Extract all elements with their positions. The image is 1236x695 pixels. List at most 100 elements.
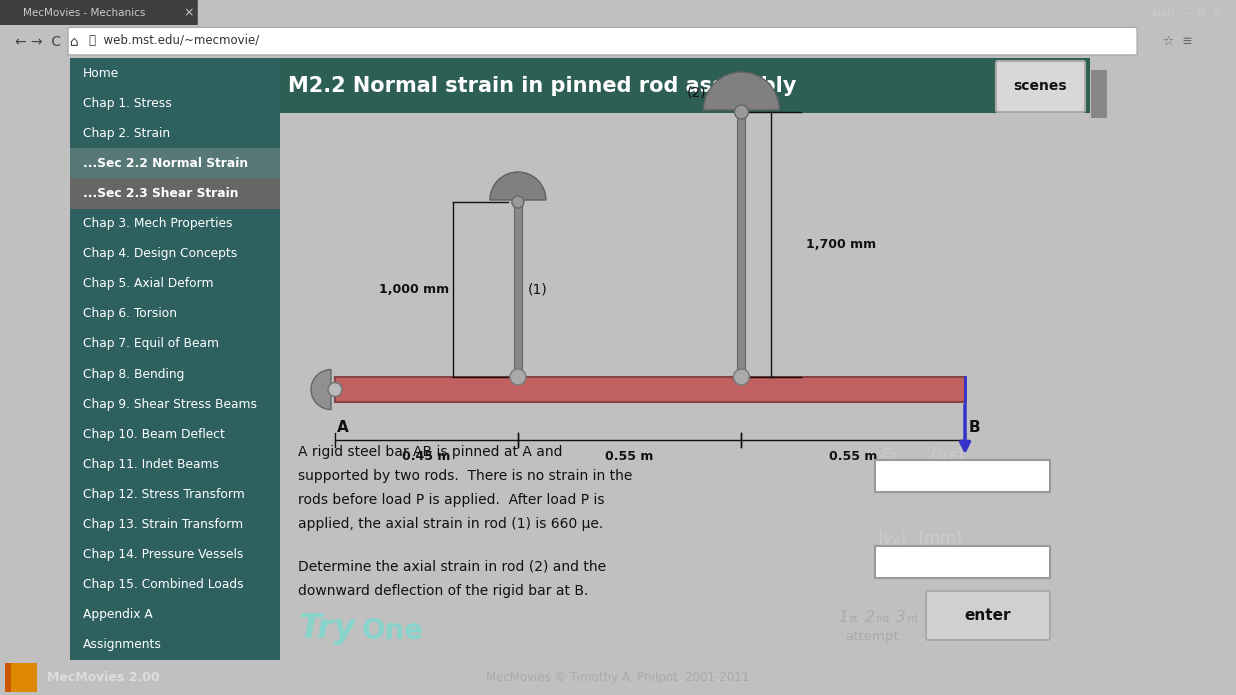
Text: $(\mu\varepsilon)$: $(\mu\varepsilon)$: [929, 445, 963, 467]
Text: Chap 13. Strain Transform: Chap 13. Strain Transform: [83, 518, 242, 531]
Text: Determine the axial strain in rod (2) and the: Determine the axial strain in rod (2) an…: [298, 560, 606, 574]
Text: (1): (1): [528, 282, 548, 297]
Bar: [281, 58, 1090, 113]
Bar: [70, 208, 281, 238]
Circle shape: [328, 382, 342, 397]
Circle shape: [733, 369, 749, 385]
Text: attempt: attempt: [845, 630, 899, 643]
Text: Juan  —  ⊡  ×: Juan — ⊡ ×: [1151, 8, 1221, 17]
Text: P: P: [971, 460, 983, 475]
Bar: [6, 663, 37, 692]
Text: B: B: [969, 420, 980, 435]
Text: A rigid steel bar AB is pinned at A and: A rigid steel bar AB is pinned at A and: [298, 445, 562, 459]
Circle shape: [734, 105, 749, 119]
Bar: [70, 480, 281, 509]
Text: ...Sec 2.3 Shear Strain: ...Sec 2.3 Shear Strain: [83, 187, 239, 200]
FancyBboxPatch shape: [68, 27, 1137, 55]
Text: 3: 3: [896, 610, 906, 625]
Text: Chap 7. Equil of Beam: Chap 7. Equil of Beam: [83, 338, 219, 350]
Text: Chap 9. Shear Stress Beams: Chap 9. Shear Stress Beams: [83, 398, 257, 411]
FancyBboxPatch shape: [996, 61, 1085, 112]
Wedge shape: [311, 370, 331, 409]
Text: nd: nd: [876, 614, 889, 624]
Text: Chap 10. Beam Deflect: Chap 10. Beam Deflect: [83, 427, 225, 441]
Text: rd: rd: [907, 614, 918, 624]
Text: ← →  C  ⌂: ← → C ⌂: [15, 35, 78, 49]
Text: scenes: scenes: [1014, 79, 1067, 93]
Bar: [70, 148, 281, 179]
Bar: [738, 112, 745, 377]
Text: 0.45 m: 0.45 m: [402, 450, 451, 463]
Text: Appendix A: Appendix A: [83, 608, 152, 621]
Text: 1,700 mm: 1,700 mm: [806, 238, 876, 251]
Text: enter: enter: [965, 609, 1011, 623]
Text: Chap 8. Bending: Chap 8. Bending: [83, 368, 184, 381]
Text: Home: Home: [83, 67, 119, 79]
FancyBboxPatch shape: [926, 591, 1051, 640]
Bar: [5, 663, 11, 692]
Text: Chap 11. Indet Beams: Chap 11. Indet Beams: [83, 458, 219, 471]
Bar: [70, 88, 281, 118]
Text: 1,000 mm: 1,000 mm: [378, 283, 449, 296]
Text: 1: 1: [838, 610, 848, 625]
Text: supported by two rods.  There is no strain in the: supported by two rods. There is no strai…: [298, 469, 633, 483]
Bar: [70, 299, 281, 329]
Bar: [70, 58, 281, 88]
Text: Chap 5. Axial Deform: Chap 5. Axial Deform: [83, 277, 213, 291]
FancyBboxPatch shape: [0, 0, 198, 26]
Bar: [70, 238, 281, 269]
Text: st: st: [848, 614, 858, 624]
Bar: [70, 570, 281, 600]
Text: Chap 3. Mech Properties: Chap 3. Mech Properties: [83, 217, 232, 230]
Text: One: One: [362, 617, 424, 645]
Text: MecMovies 2.00: MecMovies 2.00: [47, 671, 159, 684]
Text: ☆  ≡: ☆ ≡: [1163, 34, 1193, 47]
Bar: [70, 630, 281, 660]
Text: 0.55 m: 0.55 m: [606, 450, 654, 463]
Bar: [70, 118, 281, 148]
Text: MecMovies - Mechanics: MecMovies - Mechanics: [22, 8, 146, 17]
Text: ⬜  web.mst.edu/~mecmovie/: ⬜ web.mst.edu/~mecmovie/: [89, 34, 260, 47]
Text: Chap 2. Strain: Chap 2. Strain: [83, 126, 169, 140]
Text: applied, the axial strain in rod (1) is 660 μe.: applied, the axial strain in rod (1) is …: [298, 517, 603, 531]
Text: Chap 6. Torsion: Chap 6. Torsion: [83, 307, 177, 320]
Text: Chap 1. Stress: Chap 1. Stress: [83, 97, 172, 110]
Bar: [1091, 70, 1107, 118]
Wedge shape: [703, 72, 780, 110]
Text: A: A: [337, 420, 349, 435]
Text: 2: 2: [865, 610, 875, 625]
Text: $|v_B|$  (mm): $|v_B|$ (mm): [878, 528, 963, 550]
Circle shape: [512, 196, 524, 208]
Text: rods before load P is applied.  After load P is: rods before load P is applied. After loa…: [298, 493, 604, 507]
Text: MecMovies © Timothy A. Philpot  2001-2011: MecMovies © Timothy A. Philpot 2001-2011: [487, 671, 749, 684]
Bar: [70, 389, 281, 419]
Bar: [70, 539, 281, 570]
Bar: [70, 179, 281, 208]
Bar: [875, 460, 1051, 492]
Bar: [70, 600, 281, 630]
Wedge shape: [489, 172, 546, 200]
Text: Chap 14. Pressure Vessels: Chap 14. Pressure Vessels: [83, 548, 243, 561]
Text: ...Sec 2.2 Normal Strain: ...Sec 2.2 Normal Strain: [83, 157, 247, 170]
Text: Try: Try: [298, 612, 356, 645]
Text: (2): (2): [686, 85, 706, 99]
Text: $\varepsilon_2$: $\varepsilon_2$: [880, 445, 899, 463]
Text: ×: ×: [183, 6, 193, 19]
Bar: [70, 359, 281, 389]
Text: Chap 12. Stress Transform: Chap 12. Stress Transform: [83, 488, 245, 501]
Text: Chap 15. Combined Loads: Chap 15. Combined Loads: [83, 578, 243, 591]
Text: 0.55 m: 0.55 m: [829, 450, 878, 463]
Bar: [70, 509, 281, 539]
Text: Assignments: Assignments: [83, 639, 162, 651]
Bar: [514, 202, 522, 377]
Bar: [335, 377, 965, 402]
Bar: [70, 419, 281, 449]
Text: Chap 4. Design Concepts: Chap 4. Design Concepts: [83, 247, 237, 260]
Text: M2.2 Normal strain in pinned rod assembly: M2.2 Normal strain in pinned rod assembl…: [288, 76, 796, 96]
Bar: [70, 329, 281, 359]
Circle shape: [510, 369, 525, 385]
Bar: [70, 269, 281, 299]
Text: downward deflection of the rigid bar at B.: downward deflection of the rigid bar at …: [298, 584, 588, 598]
Bar: [875, 546, 1051, 578]
Bar: [70, 449, 281, 480]
